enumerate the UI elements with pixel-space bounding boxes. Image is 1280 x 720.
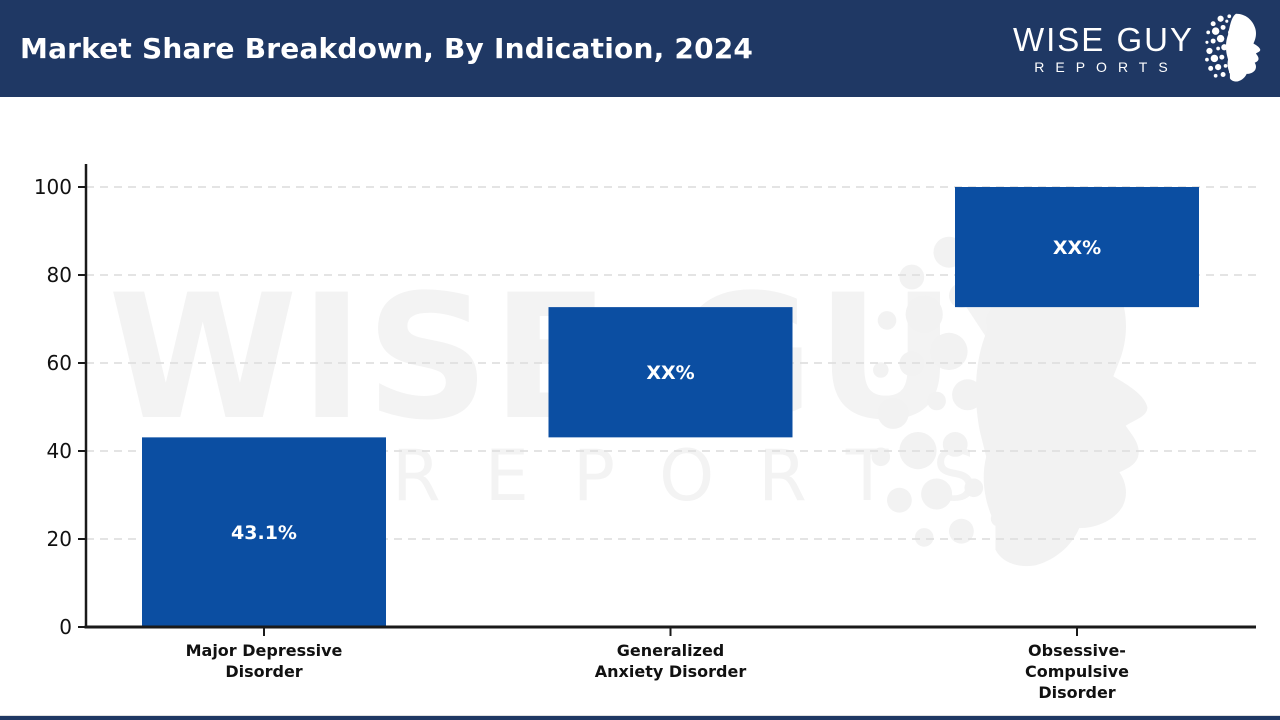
logo-face-icon bbox=[1205, 13, 1261, 82]
y-tick-label-20: 20 bbox=[47, 527, 72, 551]
bar-generalized-anxiety-disorder bbox=[548, 307, 793, 438]
wise-guy-logo: WISE GUY REPORTS bbox=[1013, 11, 1264, 86]
logo-text: WISE GUY REPORTS bbox=[1013, 23, 1194, 74]
bar-value-label-major-depressive-disorder: 43.1% bbox=[231, 522, 297, 544]
y-tick-label-40: 40 bbox=[47, 439, 72, 463]
x-category-label-obsessive-compulsive-disorder: Obsessive-Compulsive Disorder bbox=[1025, 641, 1129, 702]
x-category-label-major-depressive-disorder: Major Depressive Disorder bbox=[186, 641, 343, 681]
bar-value-label-generalized-anxiety-disorder: XX% bbox=[646, 362, 694, 384]
header-bar: Market Share Breakdown, By Indication, 2… bbox=[0, 0, 1280, 97]
y-tick-label-80: 80 bbox=[47, 263, 72, 287]
x-category-label-generalized-anxiety-disorder: Generalized Anxiety Disorder bbox=[595, 641, 747, 681]
y-tick-label-0: 0 bbox=[59, 615, 72, 639]
footer-strip bbox=[0, 715, 1280, 720]
chart-title: Market Share Breakdown, By Indication, 2… bbox=[20, 32, 754, 65]
y-tick-label-60: 60 bbox=[47, 351, 72, 375]
logo-subtitle: REPORTS bbox=[1034, 59, 1179, 75]
bar-value-label-obsessive-compulsive-disorder: XX% bbox=[1053, 237, 1101, 259]
y-tick-label-100: 100 bbox=[34, 175, 72, 199]
logo-wordmark: WISE GUY bbox=[1012, 21, 1194, 58]
bar-chart-plot: 43.1% Major Depressive Disorder XX% Generali… bbox=[34, 164, 1256, 702]
bar-major-depressive-disorder bbox=[142, 437, 386, 627]
